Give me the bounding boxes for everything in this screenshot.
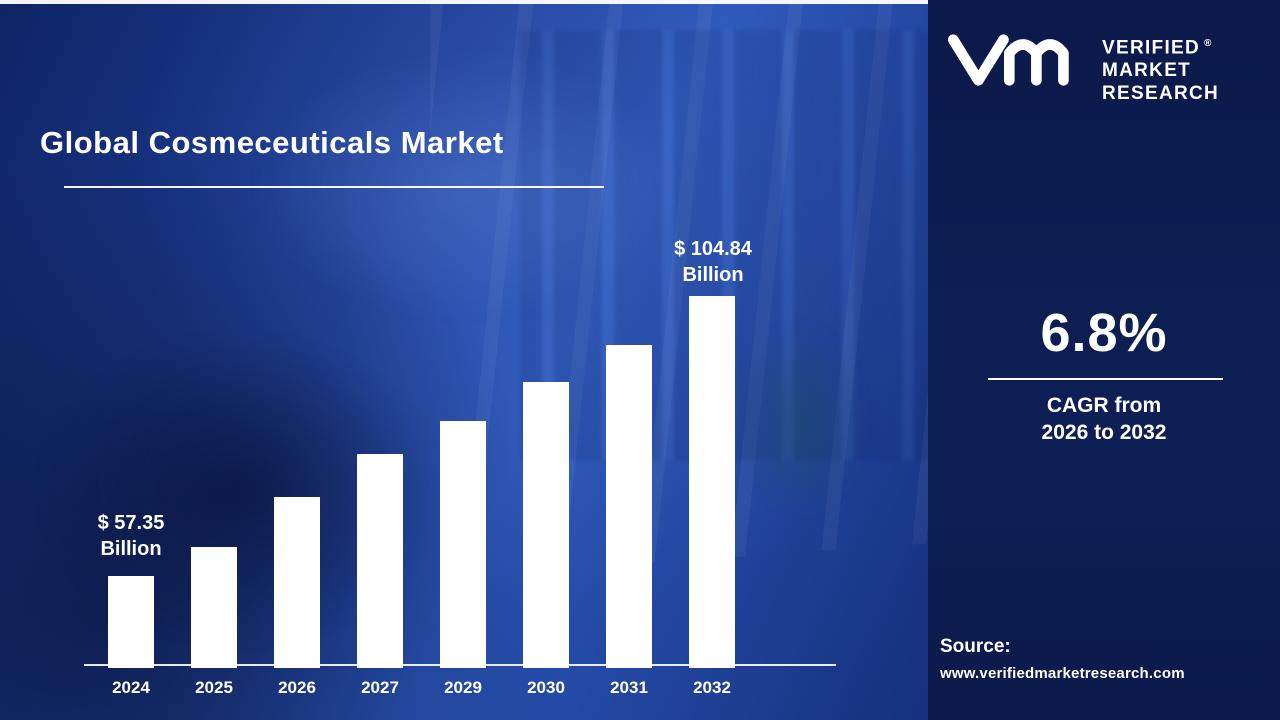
bar-chart: 2024 2025 2026 2027 2029 2030 2031 2032 — [108, 296, 735, 698]
bar-group-2031: 2031 — [606, 345, 652, 698]
bar-2030 — [523, 382, 569, 668]
first-bar-value: $ 57.35 — [97, 512, 165, 534]
cagr-value: 6.8% — [1040, 303, 1168, 363]
x-axis-label-2032: 2032 — [693, 678, 731, 697]
last-bar-value-label: $ 104.84 Billion — [618, 236, 808, 288]
background-glow — [250, 50, 680, 320]
cagr-underline — [988, 378, 1223, 380]
bar-group-2029: 2029 — [440, 421, 486, 698]
chart-area: Global Cosmeceuticals Market $ 57.35 Bil… — [0, 0, 928, 720]
brand-word-verified: VERIFIED — [1102, 37, 1201, 59]
bar-group-2032: 2032 — [689, 296, 735, 698]
x-axis-label-2029: 2029 — [444, 678, 482, 697]
brand-name: VERIFIED ® MARKET RESEARCH — [1102, 32, 1219, 105]
top-border-line — [0, 0, 928, 4]
x-axis-label-2027: 2027 — [361, 678, 399, 697]
brand-logo: VERIFIED ® MARKET RESEARCH — [944, 30, 1219, 105]
brand-panel: VERIFIED ® MARKET RESEARCH 6.8% CAGR from… — [928, 0, 1280, 720]
bar-2029 — [440, 421, 486, 668]
x-axis-label-2030: 2030 — [527, 678, 565, 697]
cagr-caption: CAGR from 2026 to 2032 — [928, 392, 1280, 446]
bar-2025 — [191, 547, 237, 668]
source-label: Source: — [940, 636, 1011, 657]
brand-line-2: MARKET — [1102, 60, 1192, 82]
x-axis-label-2031: 2031 — [610, 678, 648, 697]
page-title: Global Cosmeceuticals Market — [40, 124, 504, 160]
first-bar-unit: Billion — [100, 538, 162, 560]
source-block: Source: www.verifiedmarketresearch.com — [940, 636, 1185, 682]
background-plant-silhouette — [730, 320, 870, 520]
bar-group-2026: 2026 — [274, 497, 320, 698]
x-axis-label-2026: 2026 — [278, 678, 316, 697]
bar-2027 — [357, 454, 403, 668]
title-underline — [64, 186, 604, 188]
bar-2026 — [274, 497, 320, 668]
first-bar-value-label: $ 57.35 Billion — [36, 510, 226, 562]
vmr-monogram-icon — [947, 34, 1069, 86]
cagr-caption-line-1: CAGR from — [1046, 394, 1162, 417]
bar-2024 — [108, 576, 154, 668]
bar-group-2030: 2030 — [523, 382, 569, 698]
brand-line-3: RESEARCH — [1102, 83, 1220, 105]
x-axis-label-2024: 2024 — [112, 678, 150, 697]
last-bar-value: $ 104.84 — [674, 238, 752, 260]
bar-2031 — [606, 345, 652, 668]
last-bar-unit: Billion — [682, 264, 744, 286]
x-axis-label-2025: 2025 — [195, 678, 233, 697]
bar-group-2025: 2025 — [191, 547, 237, 698]
bar-group-2024: 2024 — [108, 576, 154, 698]
bar-group-2027: 2027 — [357, 454, 403, 698]
registered-trademark: ® — [1204, 38, 1213, 49]
brand-line-1: VERIFIED ® — [1102, 32, 1219, 59]
bar-2032 — [689, 296, 735, 668]
source-url: www.verifiedmarketresearch.com — [940, 665, 1185, 682]
cagr-caption-line-2: 2026 to 2032 — [1041, 421, 1167, 444]
